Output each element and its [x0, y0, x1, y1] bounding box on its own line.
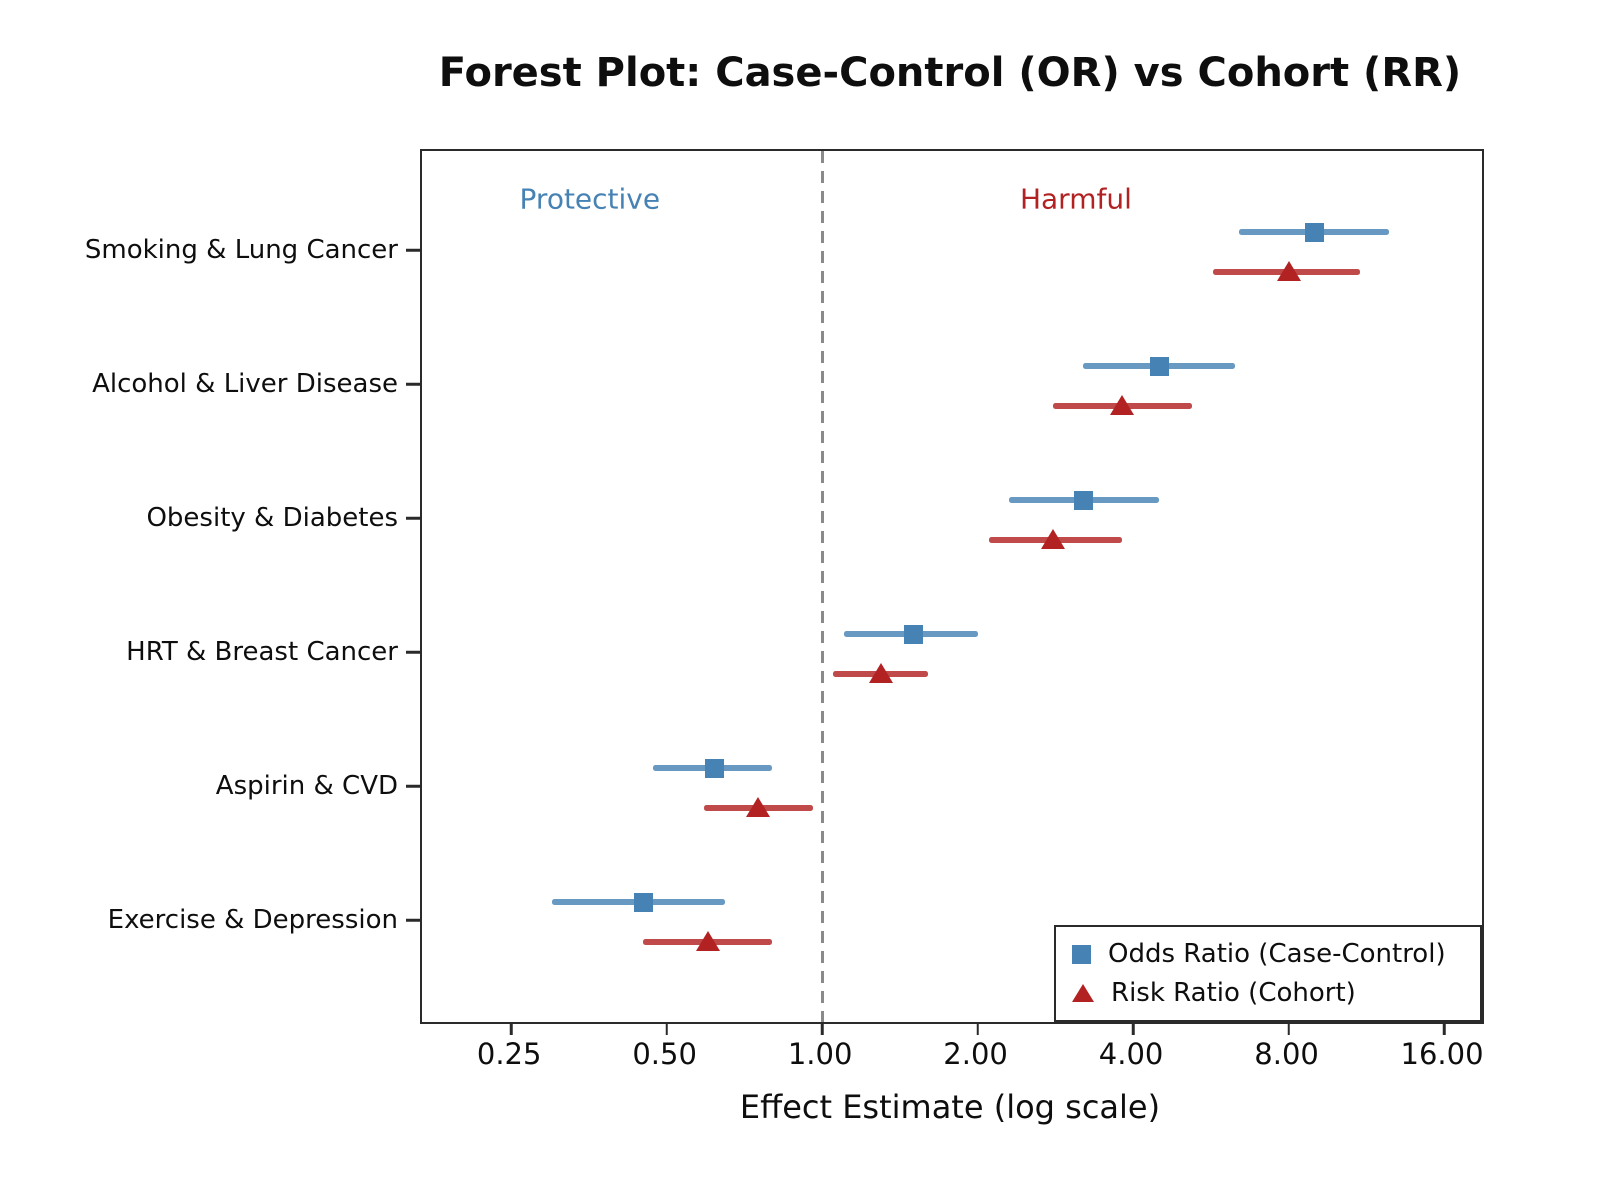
x-tick-mark — [509, 1022, 513, 1035]
risk-ratio-marker — [745, 797, 770, 818]
x-tick-label: 1.00 — [787, 1037, 853, 1071]
risk-ratio-marker — [1041, 529, 1066, 550]
x-tick-mark — [1287, 1022, 1290, 1035]
protective-annotation: Protective — [519, 182, 661, 216]
y-tick-mark — [406, 248, 420, 252]
x-tick-label: 16.00 — [1400, 1037, 1484, 1071]
odds-ratio-marker — [705, 758, 725, 778]
risk-ratio-marker — [868, 663, 893, 684]
legend: Odds Ratio (Case-Control) Risk Ratio (Co… — [1054, 925, 1482, 1022]
legend-entry-risk-ratio: Risk Ratio (Cohort) — [1072, 978, 1480, 1008]
risk-ratio-marker — [1276, 261, 1301, 282]
x-tick-mark — [820, 1022, 824, 1035]
x-axis-title: Effect Estimate (log scale) — [739, 1088, 1161, 1126]
chart-title: Forest Plot: Case-Control (OR) vs Cohort… — [438, 50, 1462, 96]
odds-ratio-marker — [1305, 222, 1325, 242]
legend-label-odds-ratio: Odds Ratio (Case-Control) — [1108, 939, 1446, 969]
risk-ratio-marker — [695, 931, 720, 952]
x-tick-label: 0.25 — [476, 1037, 542, 1071]
legend-entry-odds-ratio: Odds Ratio (Case-Control) — [1072, 939, 1480, 969]
x-tick-label: 2.00 — [943, 1037, 1008, 1071]
x-tick-mark — [976, 1022, 979, 1035]
x-tick-label: 0.50 — [632, 1037, 697, 1071]
category-label: Alcohol & Liver Disease — [92, 369, 398, 400]
category-label: Obesity & Diabetes — [146, 503, 398, 534]
odds-ratio-marker — [1073, 490, 1093, 510]
harmful-annotation: Harmful — [1019, 182, 1132, 216]
category-label: HRT & Breast Cancer — [126, 637, 398, 668]
y-tick-mark — [406, 382, 420, 386]
reference-line-1.0 — [820, 151, 824, 1022]
y-tick-mark — [406, 650, 420, 654]
y-tick-mark — [406, 918, 420, 922]
category-label: Aspirin & CVD — [215, 771, 398, 802]
y-tick-mark — [406, 784, 420, 788]
legend-label-risk-ratio: Risk Ratio (Cohort) — [1111, 978, 1356, 1008]
odds-ratio-marker — [903, 624, 923, 644]
odds-ratio-marker — [1150, 356, 1169, 376]
y-tick-mark — [406, 516, 420, 520]
odds-ratio-marker — [633, 892, 653, 912]
x-tick-mark — [1131, 1022, 1135, 1035]
plot-area: Protective Harmful Odds Ratio (Case-Cont… — [420, 149, 1484, 1035]
category-label: Smoking & Lung Cancer — [84, 235, 398, 266]
x-tick-mark — [665, 1022, 668, 1035]
risk-ratio-marker — [1109, 395, 1134, 416]
risk-ratio-triangle-icon — [1072, 984, 1094, 1002]
x-tick-label: 8.00 — [1254, 1037, 1319, 1071]
x-tick-mark — [1442, 1022, 1446, 1035]
x-tick-label: 4.00 — [1098, 1037, 1164, 1071]
category-label: Exercise & Depression — [107, 905, 398, 936]
odds-ratio-square-icon — [1072, 944, 1091, 964]
